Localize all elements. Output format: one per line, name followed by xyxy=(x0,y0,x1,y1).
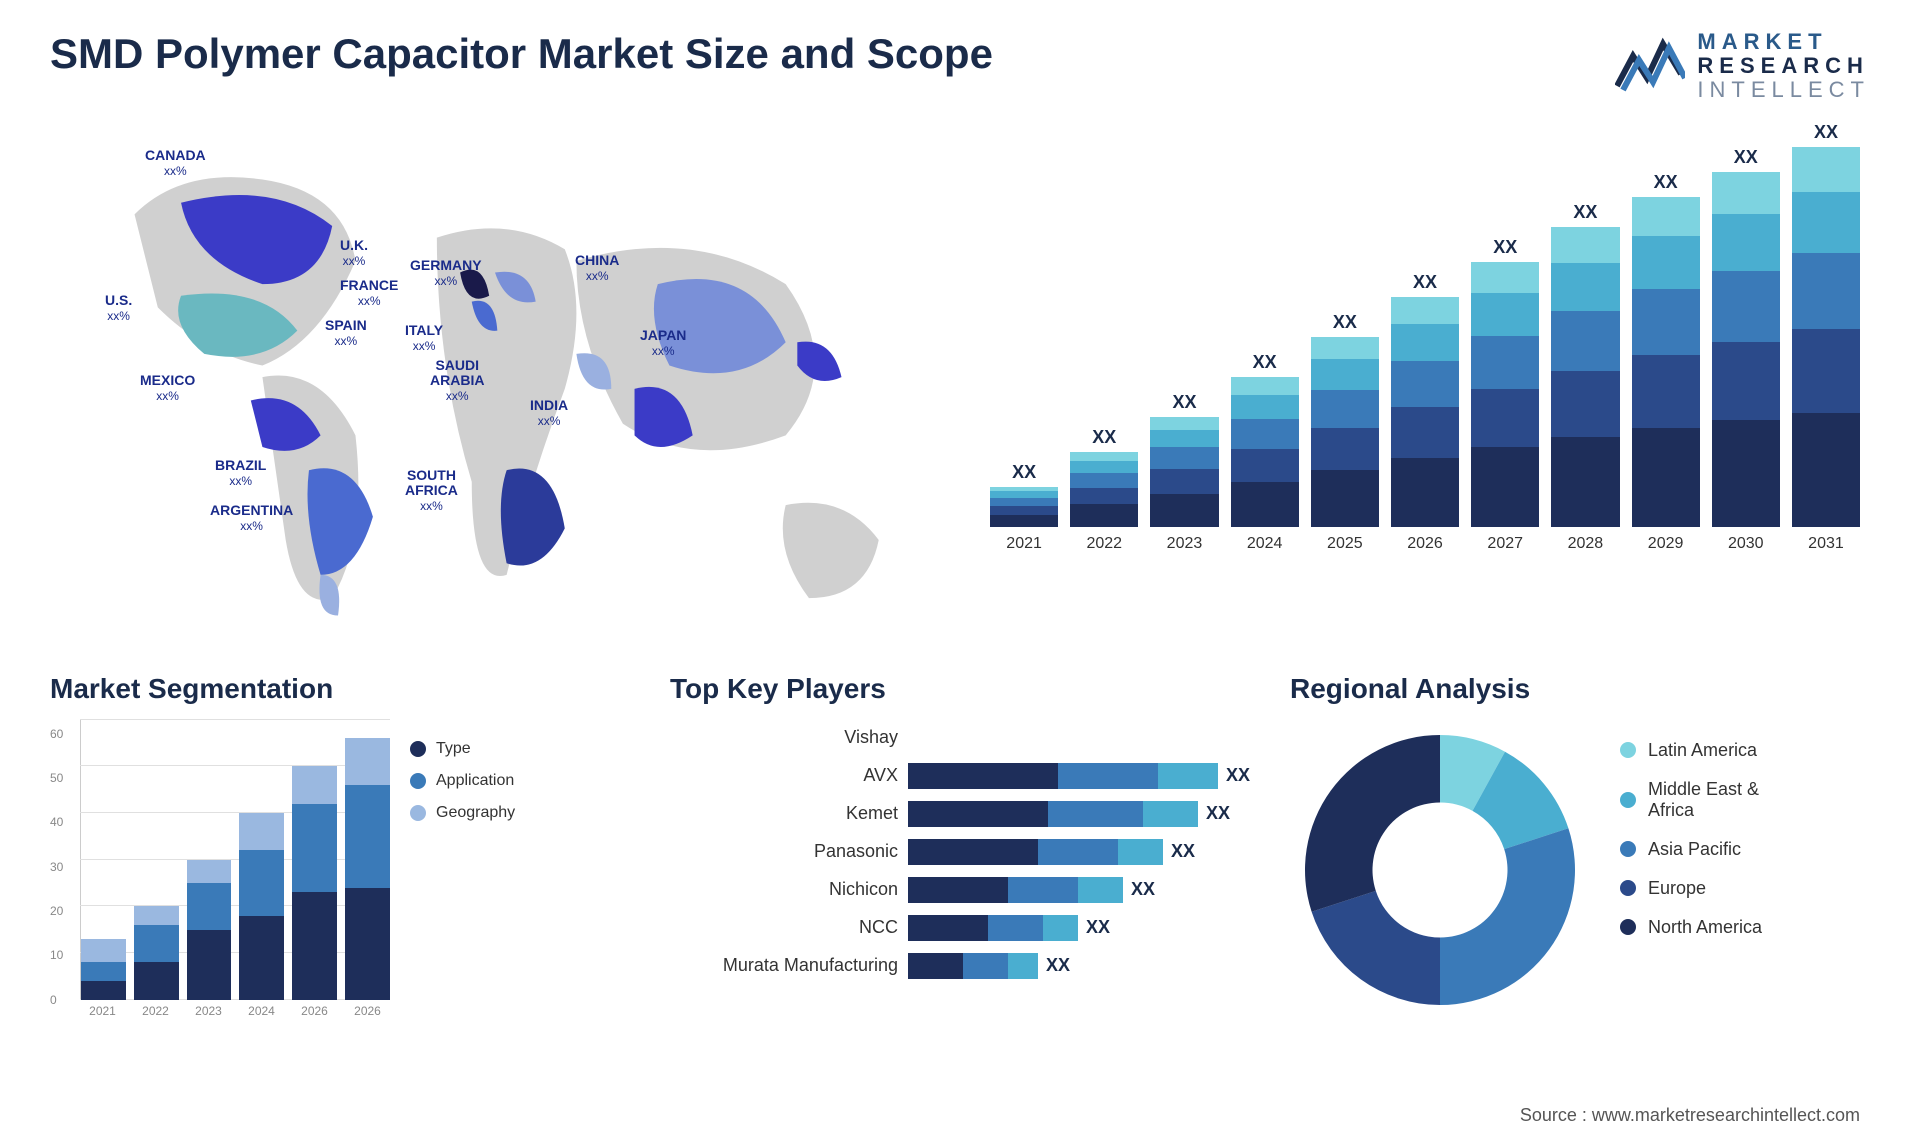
forecast-bar-2031: XX2031 xyxy=(1792,122,1860,553)
seg-bar-2026 xyxy=(345,738,390,999)
map-label-japan: JAPANxx% xyxy=(640,328,686,359)
seg-legend-application: Application xyxy=(410,772,515,790)
player-row-vishay: Vishay xyxy=(670,720,1250,756)
forecast-bar-2026: XX2026 xyxy=(1391,272,1459,553)
players-list: VishayAVXXXKemetXXPanasonicXXNichiconXXN… xyxy=(670,720,1250,984)
top-row: CANADAxx% U.S.xx% MEXICOxx% BRAZILxx% ARGENT… xyxy=(50,133,1870,633)
map-label-southafrica: SOUTHAFRICAxx% xyxy=(405,468,458,514)
forecast-bar-2027: XX2027 xyxy=(1471,237,1539,553)
regional-legend-europe: Europe xyxy=(1620,878,1762,899)
regional-legend: Latin America Middle East &Africa Asia Pac… xyxy=(1620,720,1762,938)
regional-legend-middleeastafrica: Middle East &Africa xyxy=(1620,779,1762,821)
seg-legend-geography: Geography xyxy=(410,804,515,822)
regional-legend-latinamerica: Latin America xyxy=(1620,740,1762,761)
forecast-chart-panel: XX2021XX2022XX2023XX2024XX2025XX2026XX20… xyxy=(980,133,1870,633)
player-row-avx: AVXXX xyxy=(670,758,1250,794)
player-row-muratamanufacturing: Murata ManufacturingXX xyxy=(670,948,1250,984)
forecast-bar-2022: XX2022 xyxy=(1070,427,1138,553)
players-title: Top Key Players xyxy=(670,673,1250,705)
bottom-row: Market Segmentation 0102030405060 202120… xyxy=(50,673,1870,1053)
players-section: Top Key Players VishayAVXXXKemetXXPanaso… xyxy=(670,673,1250,1053)
segmentation-section: Market Segmentation 0102030405060 202120… xyxy=(50,673,630,1053)
logo-text: MARKET RESEARCH INTELLECT xyxy=(1697,30,1870,103)
map-label-france: FRANCExx% xyxy=(340,278,398,309)
seg-legend-type: Type xyxy=(410,740,515,758)
donut-slice-europe xyxy=(1312,890,1440,1004)
brand-logo: MARKET RESEARCH INTELLECT xyxy=(1615,30,1870,103)
segmentation-legend: Type Application Geography xyxy=(410,720,515,1030)
map-label-argentina: ARGENTINAxx% xyxy=(210,503,293,534)
seg-bar-2023 xyxy=(187,860,232,1000)
donut-slice-northamerica xyxy=(1305,735,1440,912)
map-label-germany: GERMANYxx% xyxy=(410,258,482,289)
map-label-uk: U.K.xx% xyxy=(340,238,368,269)
map-label-china: CHINAxx% xyxy=(575,253,619,284)
map-label-italy: ITALYxx% xyxy=(405,323,443,354)
seg-bar-2026 xyxy=(292,766,337,999)
forecast-bar-2024: XX2024 xyxy=(1231,352,1299,553)
regional-legend-northamerica: North America xyxy=(1620,917,1762,938)
page-title: SMD Polymer Capacitor Market Size and Sc… xyxy=(50,30,993,78)
seg-bar-2021 xyxy=(81,939,126,1000)
map-label-saudiarabia: SAUDIARABIAxx% xyxy=(430,358,484,404)
map-label-brazil: BRAZILxx% xyxy=(215,458,266,489)
map-label-us: U.S.xx% xyxy=(105,293,132,324)
forecast-bar-2023: XX2023 xyxy=(1150,392,1218,553)
source-text: Source : www.marketresearchintellect.com xyxy=(1520,1105,1860,1126)
segmentation-chart: 0102030405060 202120222023202420262026 xyxy=(50,720,390,1030)
regional-title: Regional Analysis xyxy=(1290,673,1870,705)
map-label-spain: SPAINxx% xyxy=(325,318,367,349)
logo-icon xyxy=(1615,36,1685,96)
segmentation-title: Market Segmentation xyxy=(50,673,630,705)
world-map-panel: CANADAxx% U.S.xx% MEXICOxx% BRAZILxx% ARGENT… xyxy=(50,133,940,633)
player-row-panasonic: PanasonicXX xyxy=(670,834,1250,870)
regional-legend-asiapacific: Asia Pacific xyxy=(1620,839,1762,860)
forecast-bar-2025: XX2025 xyxy=(1311,312,1379,553)
player-row-nichicon: NichiconXX xyxy=(670,872,1250,908)
seg-bar-2024 xyxy=(239,813,284,1000)
player-row-ncc: NCCXX xyxy=(670,910,1250,946)
donut-slice-asiapacific xyxy=(1440,828,1575,1005)
player-row-kemet: KemetXX xyxy=(670,796,1250,832)
forecast-bar-2028: XX2028 xyxy=(1551,202,1619,553)
forecast-bar-2030: XX2030 xyxy=(1712,147,1780,553)
regional-section: Regional Analysis Latin America Middle Ea… xyxy=(1290,673,1870,1053)
forecast-bar-2021: XX2021 xyxy=(990,462,1058,553)
seg-bar-2022 xyxy=(134,906,179,999)
map-label-canada: CANADAxx% xyxy=(145,148,206,179)
map-label-mexico: MEXICOxx% xyxy=(140,373,195,404)
forecast-bar-2029: XX2029 xyxy=(1632,172,1700,553)
header: SMD Polymer Capacitor Market Size and Sc… xyxy=(50,30,1870,103)
regional-donut xyxy=(1290,720,1590,1020)
map-label-india: INDIAxx% xyxy=(530,398,568,429)
